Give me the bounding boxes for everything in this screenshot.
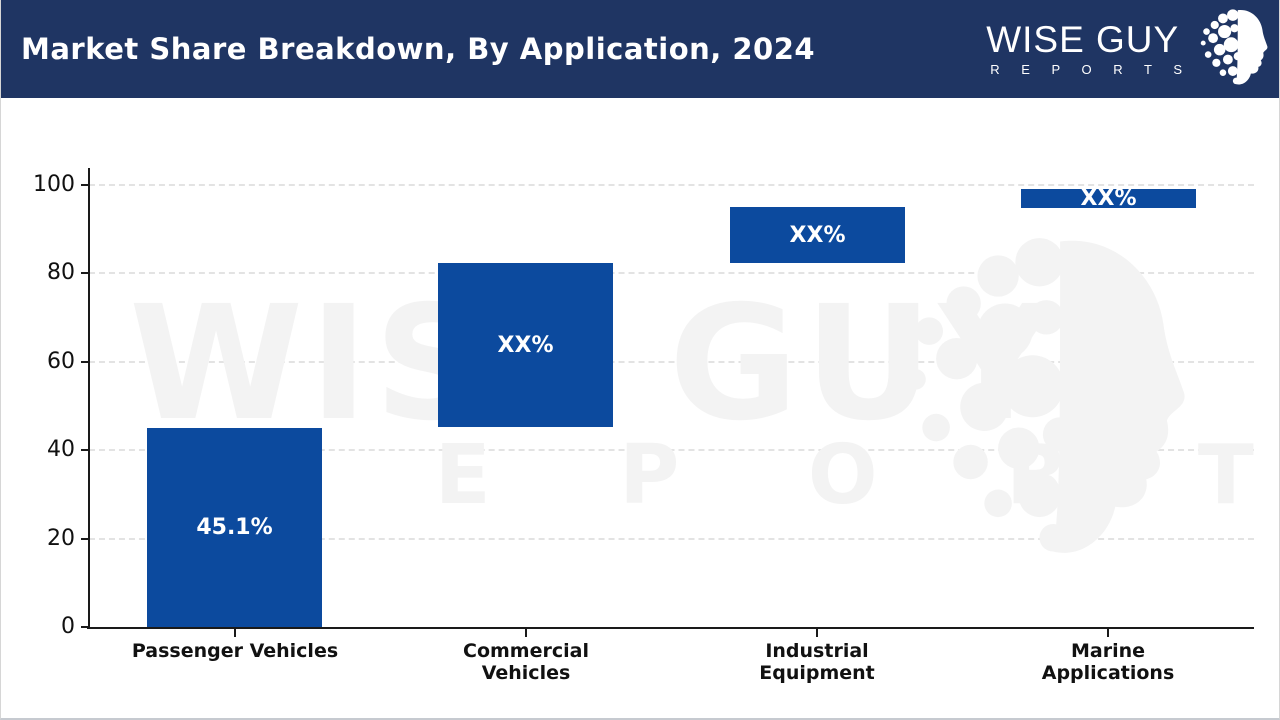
bar-value-label: XX% [789,222,846,248]
category-label-line: Marine [1070,640,1146,662]
category-label-line: Commercial [463,640,589,662]
y-tick-label: 0 [61,614,75,639]
y-tick-label: 80 [47,260,75,286]
x-tick-mark [234,629,236,637]
header-bar: Market Share Breakdown, By Application, … [1,0,1279,98]
bar-industrial-equipment: XX% [730,207,905,263]
y-tick-label: 40 [47,437,75,463]
category-label-line: Equipment [759,662,875,684]
y-tick-mark [81,449,89,452]
page-title: Market Share Breakdown, By Application, … [21,32,816,66]
logo-subbrand-label: R E P O R T S [990,61,1191,77]
y-tick-mark [81,537,89,540]
y-tick-label: 100 [33,172,75,197]
category-label-line: Industrial [765,640,869,662]
watermark-head-icon [905,238,1185,553]
y-axis-line [88,168,90,629]
category-label: Commercial Vehicles [376,640,676,684]
bar-value-label: 45.1% [196,515,273,540]
logo-head-icon [1200,9,1268,85]
bar-commercial-vehicles: XX% [438,263,613,427]
chart-plot-area: 0 20 40 60 80 100 45.1% Passenger Vehicles XX% Co… [1,98,1279,718]
x-axis-line [87,627,1254,629]
category-label: Passenger Vehicles [85,640,385,662]
y-tick-label: 20 [47,525,75,551]
bar-value-label: XX% [497,332,554,358]
bar-value-label: XX% [1080,186,1137,211]
gridline-y-40 [89,449,1254,452]
y-tick-mark [81,360,89,363]
gridline-y-80 [89,272,1254,275]
y-tick-label: 60 [47,348,75,374]
bar-marine-applications: XX% [1021,186,1196,211]
gridline-y-20 [89,537,1254,540]
wiseguy-logo: WISE GUY R E P O R T S [986,6,1269,90]
gridline-y-100 [89,184,1254,186]
x-tick-mark [816,629,818,637]
category-label: Industrial Equipment [667,640,967,684]
category-label: Marine Applications [958,640,1258,684]
y-tick-mark [81,184,89,186]
y-tick-mark [81,272,89,275]
y-tick-mark [81,626,89,628]
gridline-y-60 [89,360,1254,363]
bar-passenger-vehicles: 45.1% [147,428,322,627]
x-tick-mark [525,629,527,637]
logo-text: WISE GUY R E P O R T S [986,18,1191,77]
category-label-line: Passenger Vehicles [131,640,339,662]
logo-brand-label: WISE GUY [986,18,1180,60]
x-tick-mark [1107,629,1109,637]
category-label-line: Vehicles [481,662,571,684]
category-label-line: Applications [1041,662,1175,684]
